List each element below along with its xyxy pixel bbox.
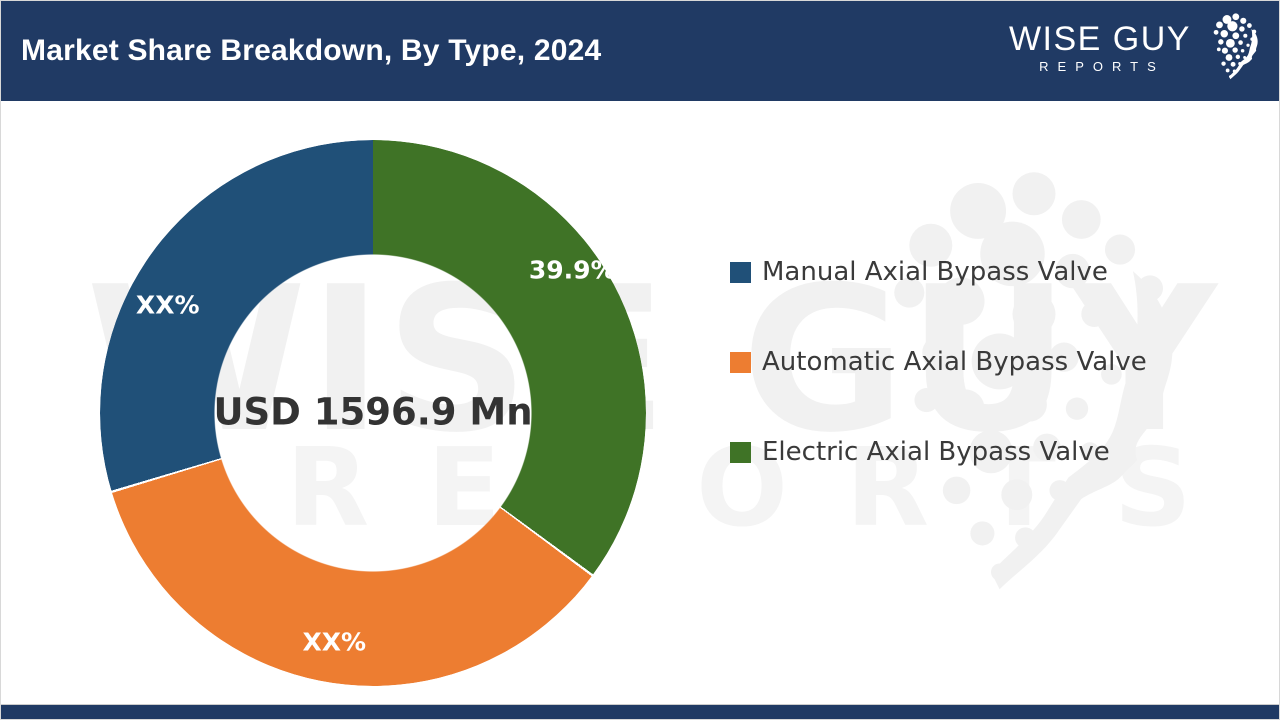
legend-label: Automatic Axial Bypass Valve	[762, 347, 1147, 377]
logo-name-text: WISE GUY	[1008, 19, 1191, 58]
segment-label: XX%	[135, 290, 200, 320]
footer-bar	[1, 705, 1279, 719]
logo-sub-text: REPORTS	[1039, 59, 1165, 75]
footer-divider	[1, 704, 1279, 705]
legend-item: Manual Axial Bypass Valve	[730, 257, 1108, 287]
legend-item: Automatic Axial Bypass Valve	[730, 347, 1147, 377]
logo-face-icon	[1213, 13, 1258, 80]
segment-label: XX%	[302, 627, 367, 657]
legend-swatch-icon	[730, 351, 751, 373]
legend-swatch-icon	[730, 261, 751, 283]
wise-guy-logo: WISE GUY REPORTS	[1009, 11, 1263, 85]
legend-label: Electric Axial Bypass Valve	[762, 437, 1110, 467]
chart-center-value: USD 1596.9 Mn	[213, 390, 533, 434]
page-title: Market Share Breakdown, By Type, 2024	[21, 34, 602, 67]
segment-label: 39.9%	[528, 255, 616, 285]
watermark-face-icon	[894, 172, 1173, 590]
legend-item: Electric Axial Bypass Valve	[730, 437, 1110, 467]
legend-label: Manual Axial Bypass Valve	[762, 257, 1108, 287]
donut-ring	[100, 140, 646, 686]
donut-chart: 39.9% XX% XX% USD 1596.9 Mn	[100, 140, 646, 686]
header-bar: Market Share Breakdown, By Type, 2024 WI…	[1, 1, 1279, 101]
legend-swatch-icon	[730, 441, 751, 463]
